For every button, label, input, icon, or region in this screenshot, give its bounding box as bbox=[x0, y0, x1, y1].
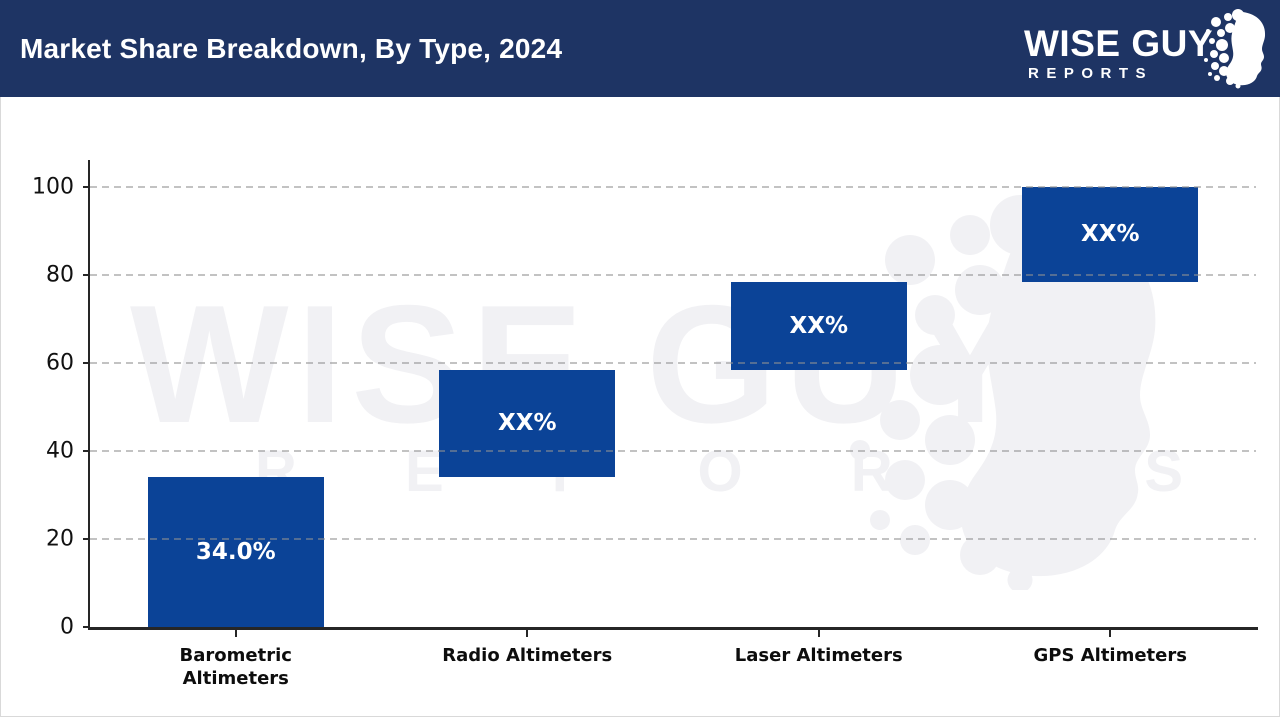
y-axis-line bbox=[88, 160, 90, 629]
gridline bbox=[90, 362, 1256, 364]
plot-area: 34.0% XX% XX% XX% bbox=[90, 150, 1256, 627]
y-tick-mark bbox=[83, 362, 90, 364]
bar-value-label: XX% bbox=[497, 410, 557, 437]
bar-value-label: XX% bbox=[1080, 221, 1140, 248]
y-axis: 0 20 40 60 80 100 bbox=[0, 150, 90, 640]
chart-title: Market Share Breakdown, By Type, 2024 bbox=[20, 32, 563, 64]
y-tick-mark bbox=[83, 450, 90, 452]
y-tick-label: 0 bbox=[60, 614, 74, 640]
bar-2: XX% bbox=[439, 369, 616, 478]
bar-value-label: 34.0% bbox=[195, 539, 276, 566]
y-tick-label: 20 bbox=[46, 526, 74, 552]
y-tick-mark bbox=[83, 186, 90, 188]
x-tick-mark bbox=[526, 630, 529, 637]
logo-text-reports: REPORTS bbox=[1028, 65, 1153, 82]
x-tick-mark bbox=[817, 630, 820, 637]
bar-1: 34.0% bbox=[147, 477, 324, 627]
y-tick-mark bbox=[83, 538, 90, 540]
y-tick-label: 100 bbox=[32, 174, 74, 200]
x-axis-labels: Barometric Altimeters Radio Altimeters Las… bbox=[90, 640, 1256, 700]
gridline bbox=[90, 538, 1256, 540]
x-tick-label: Barometric Altimeters bbox=[179, 645, 292, 690]
y-tick-label: 40 bbox=[46, 438, 74, 464]
bar-4: XX% bbox=[1022, 187, 1199, 282]
bar-value-label: XX% bbox=[789, 312, 848, 339]
x-tick-mark bbox=[1109, 630, 1112, 637]
bar-3: XX% bbox=[730, 281, 907, 370]
x-tick-label: GPS Altimeters bbox=[1033, 645, 1187, 666]
y-tick-label: 60 bbox=[46, 350, 74, 376]
x-axis-line bbox=[88, 627, 1258, 630]
y-tick-label: 80 bbox=[46, 262, 74, 288]
gridline bbox=[90, 186, 1256, 188]
logo-text-wiseguy: WISE GUY bbox=[1024, 23, 1213, 64]
gridline bbox=[90, 450, 1256, 452]
gridline bbox=[90, 274, 1256, 276]
x-tick-label: Radio Altimeters bbox=[442, 645, 613, 666]
y-tick-mark bbox=[83, 274, 90, 276]
y-tick-mark bbox=[83, 626, 90, 628]
x-tick-label: Laser Altimeters bbox=[734, 645, 903, 666]
header-bar: Market Share Breakdown, By Type, 2024 WI… bbox=[0, 0, 1280, 97]
wise-guy-reports-logo: WISE GUY REPORTS bbox=[1024, 9, 1266, 89]
logo-head-icon bbox=[1204, 9, 1266, 89]
x-tick-mark bbox=[234, 630, 237, 637]
